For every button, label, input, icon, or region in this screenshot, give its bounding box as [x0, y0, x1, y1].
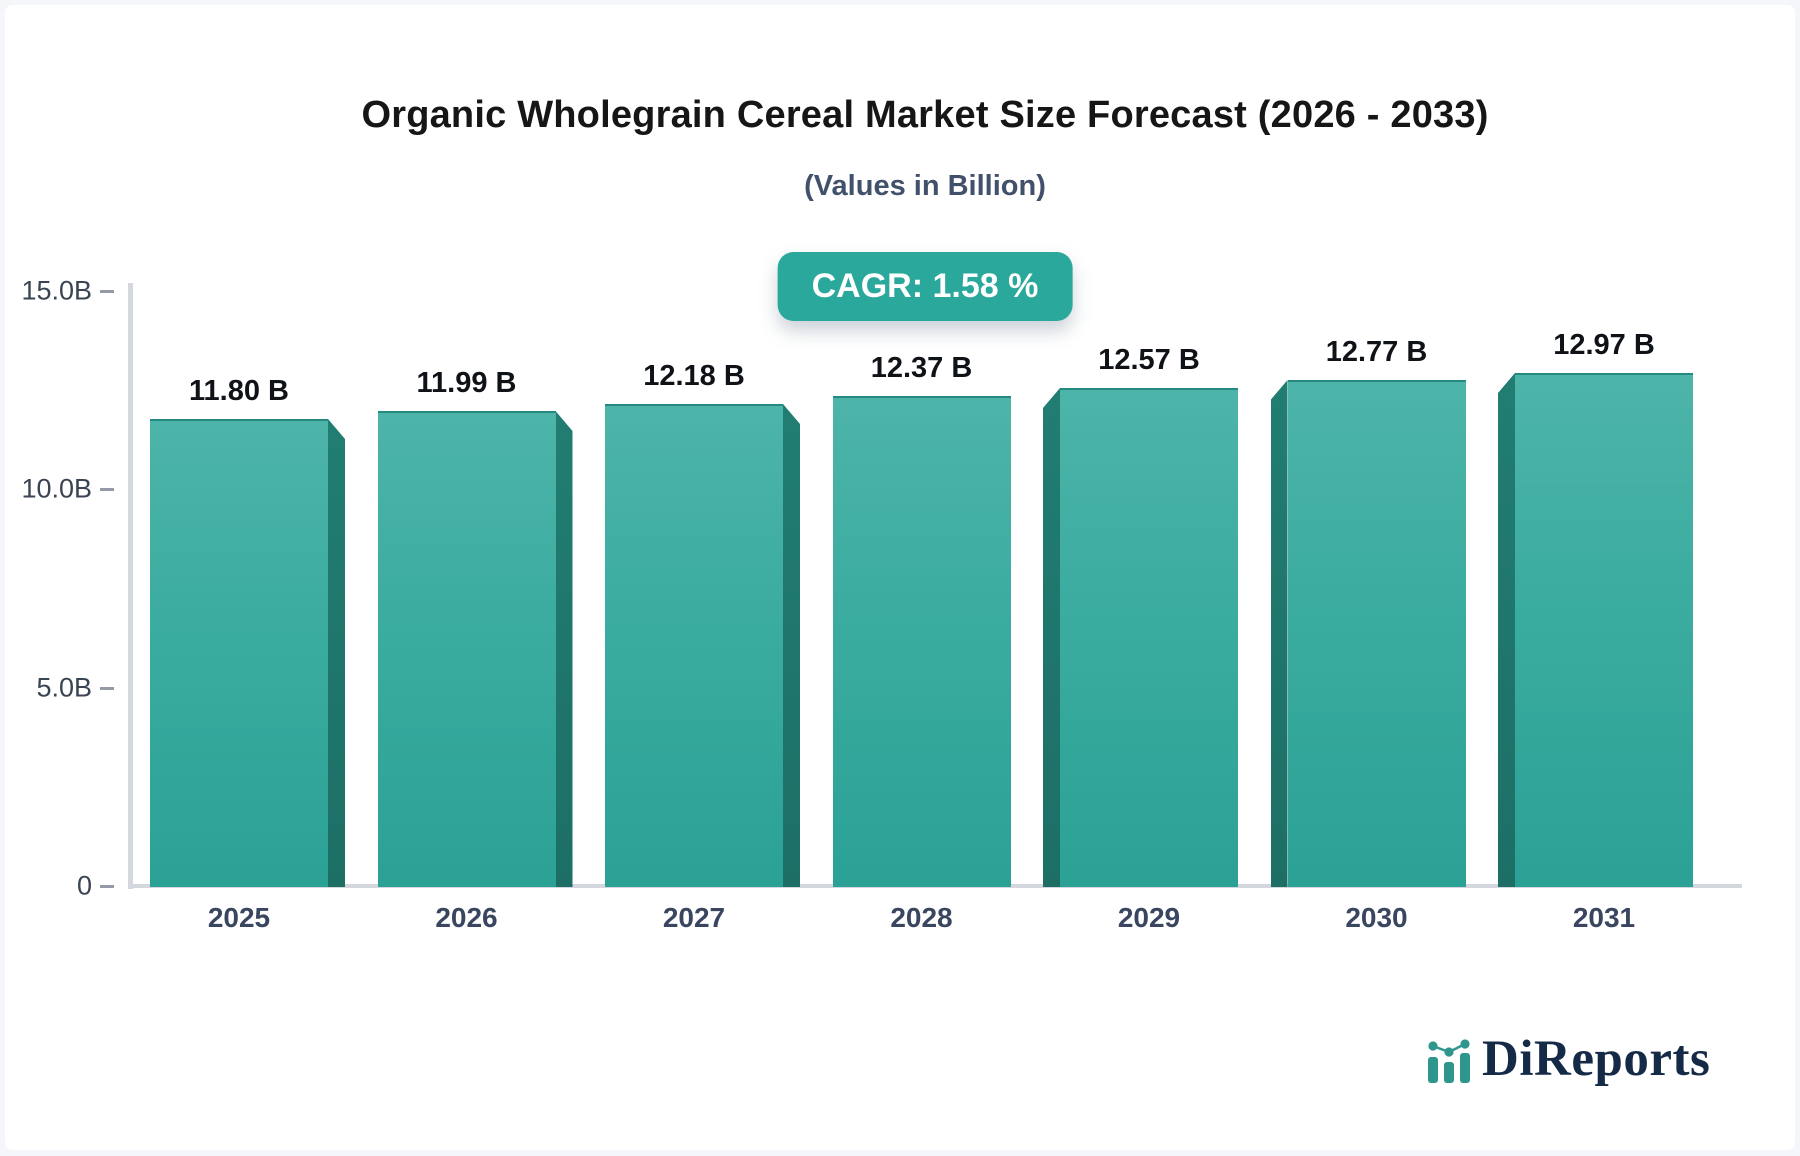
bar-2026 — [377, 411, 556, 887]
bar-value-2029: 12.57 B — [1098, 344, 1200, 376]
bar-2029 — [1060, 388, 1238, 887]
y-tick-label-10.0B: 10.0B — [21, 473, 92, 504]
y-tick-dash-10.0B — [100, 488, 114, 492]
bar-value-2026: 11.99 B — [416, 367, 517, 399]
x-axis-label-2031: 2031 — [1572, 902, 1636, 933]
chart-subtitle: (Values in Billion) — [804, 170, 1046, 202]
bar-value-2030: 12.77 B — [1325, 336, 1428, 368]
bar-side-2030 — [1270, 380, 1288, 887]
y-tick-label-5.0B: 5.0B — [36, 672, 92, 703]
y-tick-label-15.0B: 15.0B — [21, 275, 92, 306]
y-axis-line — [128, 283, 133, 889]
y-tick-dash-0 — [100, 885, 114, 888]
bar-2031 — [1515, 373, 1693, 887]
bar-value-2028: 12.37 B — [870, 352, 973, 384]
bar-2028 — [832, 396, 1011, 887]
bar-side-2026 — [555, 411, 573, 887]
bar-side-2029 — [1043, 388, 1060, 887]
x-axis-label-2028: 2028 — [890, 902, 953, 933]
x-axis-label-2030: 2030 — [1345, 902, 1408, 933]
bar-value-2025: 11.80 B — [189, 375, 289, 407]
x-axis-label-2026: 2026 — [435, 902, 498, 933]
chart-title: Organic Wholegrain Cereal Market Size Fo… — [361, 94, 1489, 136]
y-tick-label-0: 0 — [76, 870, 92, 901]
bar-2025 — [150, 419, 328, 887]
bar-side-2025 — [328, 419, 345, 887]
bar-2030 — [1287, 380, 1466, 887]
x-axis-label-2025: 2025 — [207, 902, 271, 933]
bar-value-2027: 12.18 B — [643, 360, 745, 392]
bar-side-2027 — [783, 404, 800, 887]
y-tick-dash-5.0B — [100, 686, 114, 690]
brand-logo: DiReports — [1424, 1034, 1710, 1085]
brand-name: DiReports — [1482, 1031, 1711, 1087]
bar-side-2031 — [1498, 373, 1515, 887]
bar-2027 — [605, 404, 783, 887]
cagr-badge: CAGR: 1.58 % — [777, 252, 1073, 321]
x-axis-label-2029: 2029 — [1117, 902, 1181, 933]
mini-bar-chart-icon — [1428, 1038, 1470, 1083]
x-axis-label-2027: 2027 — [662, 902, 726, 933]
bar-value-2031: 12.97 B — [1553, 329, 1655, 361]
y-tick-dash-15.0B — [100, 290, 114, 293]
